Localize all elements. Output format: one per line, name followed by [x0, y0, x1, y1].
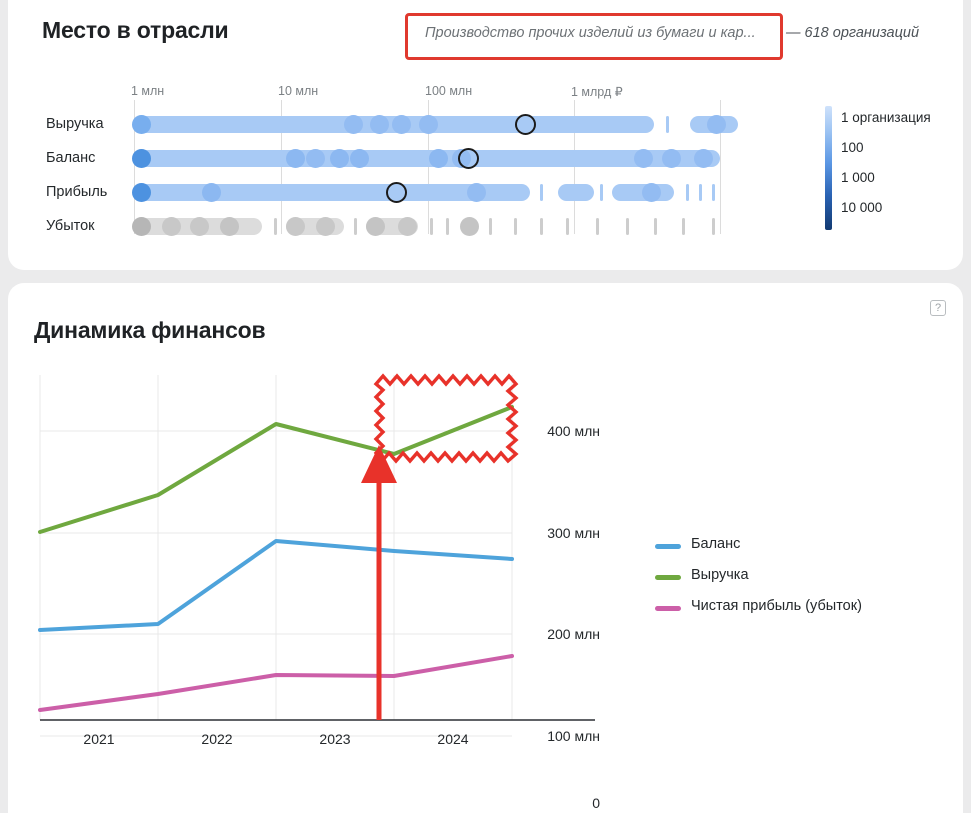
- dist-row-track: [132, 182, 720, 203]
- dist-row-label-revenue: Выручка: [46, 116, 104, 132]
- chart-xtick-label: 2024: [437, 731, 469, 747]
- industry-position-card: Место в отрасли Производство прочих изде…: [8, 0, 963, 270]
- industry-distribution-plot: 1 млн 10 млн 100 млн 1 млрд ₽ Выручка Ба…: [8, 0, 963, 270]
- chart-svg: [38, 373, 595, 737]
- industry-selector-value[interactable]: Производство прочих изделий из бумаги и …: [425, 25, 756, 41]
- dist-row-label-balance: Баланс: [46, 150, 96, 166]
- series-line-revenue: [38, 405, 514, 534]
- dist-axis-tick: 1 млрд ₽: [571, 85, 623, 99]
- density-legend-label: 10 000: [841, 200, 883, 215]
- density-legend-label: 1 организация: [841, 110, 931, 125]
- chart-ytick-label: 200 млн: [547, 626, 600, 642]
- chart-gridlines: [39, 375, 513, 737]
- dist-gridline: [281, 100, 282, 234]
- dist-row-track: [132, 114, 738, 135]
- dist-company-marker-profit[interactable]: [386, 182, 407, 203]
- chart-ytick-label: 0: [592, 795, 600, 811]
- dist-company-marker-balance[interactable]: [458, 148, 479, 169]
- legend-label-balance: Баланс: [691, 536, 741, 552]
- chart-xtick-label: 2023: [319, 731, 351, 747]
- dist-row-label-profit: Прибыль: [46, 184, 108, 200]
- chart-xtick-label: 2022: [201, 731, 233, 747]
- legend-swatch-revenue: [655, 575, 681, 580]
- chart-ytick-label: 100 млн: [547, 728, 600, 744]
- industry-organization-count: — 618 организаций: [786, 25, 920, 41]
- dist-gridline: [134, 100, 135, 234]
- chart-xtick-label: 2021: [83, 731, 115, 747]
- series-line-net-profit: [38, 654, 514, 712]
- dist-company-marker-revenue[interactable]: [515, 114, 536, 135]
- legend-swatch-balance: [655, 544, 681, 549]
- density-legend-label: 100: [841, 140, 864, 155]
- dist-axis-tick: 1 млн: [131, 84, 165, 98]
- dist-row-label-loss: Убыток: [46, 218, 95, 234]
- density-legend-label: 1 000: [841, 170, 875, 185]
- density-legend-gradient: [825, 106, 832, 230]
- dist-axis-tick: 10 млн: [278, 84, 319, 98]
- legend-swatch-net-profit: [655, 606, 681, 611]
- question-mark-icon[interactable]: ?: [930, 300, 946, 316]
- finance-dynamics-card: [8, 283, 963, 813]
- industry-selector-highlight[interactable]: [405, 13, 783, 60]
- legend-label-revenue: Выручка: [691, 567, 749, 583]
- dist-gridline: [574, 100, 575, 234]
- dist-gridline: [428, 100, 429, 234]
- legend-label-net-profit: Чистая прибыль (убыток): [691, 598, 862, 614]
- chart-ytick-label: 300 млн: [547, 525, 600, 541]
- dist-gridline: [720, 100, 721, 234]
- dist-row-track: [132, 148, 720, 169]
- dist-axis-tick: 100 млн: [425, 84, 473, 98]
- annotation-zigzag-box: [373, 373, 519, 464]
- dist-row-track: [132, 217, 720, 236]
- series-line-balance: [38, 539, 514, 632]
- annotation-arrow: [361, 445, 397, 720]
- section-title: Динамика финансов: [34, 317, 266, 343]
- chart-ytick-label: 400 млн: [547, 423, 600, 439]
- page-title: Место в отрасли: [42, 17, 229, 43]
- finance-dynamics-chart: 400 млн 300 млн 200 млн 100 млн 0 2021 2…: [0, 283, 955, 813]
